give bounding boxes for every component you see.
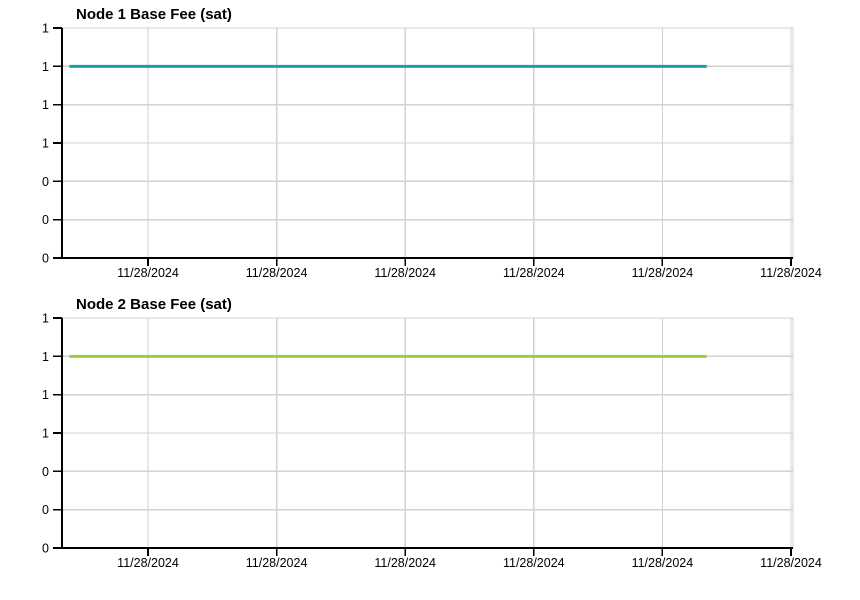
y-tick-label: 0 — [42, 503, 49, 517]
y-tick-label: 0 — [42, 465, 49, 479]
x-tick-label: 11/28/2024 — [503, 266, 565, 280]
x-tick-label: 11/28/2024 — [246, 556, 308, 570]
y-tick-label: 1 — [42, 350, 49, 364]
base-fee-chart-node-2: 1 1 1 1 0 0 0 11/28/2024 11/28/2024 11/28/2024 11/… — [0, 290, 860, 580]
base-fee-chart-node-1: 1 1 1 1 0 0 0 11/28/2024 11/28/2024 11/28/2024 11/… — [0, 0, 860, 290]
y-tick-label: 1 — [42, 60, 49, 74]
axes — [53, 317, 793, 556]
gridlines — [62, 317, 794, 548]
y-axis-tick-labels: 1 1 1 1 0 0 0 — [42, 22, 49, 266]
y-tick-label: 1 — [42, 137, 49, 151]
y-tick-label: 1 — [42, 388, 49, 402]
x-tick-label: 11/28/2024 — [117, 266, 179, 280]
y-tick-label: 1 — [42, 427, 49, 441]
x-tick-label: 11/28/2024 — [760, 556, 822, 570]
y-tick-label: 0 — [42, 542, 49, 556]
gridlines — [62, 27, 794, 258]
chart-title-node-2: Node 2 Base Fee (sat) — [76, 296, 232, 313]
x-tick-label: 11/28/2024 — [632, 556, 694, 570]
y-tick-label: 1 — [42, 312, 49, 326]
x-axis-tick-labels: 11/28/2024 11/28/2024 11/28/2024 11/28/2024… — [117, 266, 822, 280]
y-tick-label: 0 — [42, 252, 49, 266]
x-tick-label: 11/28/2024 — [503, 556, 565, 570]
x-axis-tick-labels: 11/28/2024 11/28/2024 11/28/2024 11/28/2024… — [117, 556, 822, 570]
x-tick-label: 11/28/2024 — [760, 266, 822, 280]
x-tick-label: 11/28/2024 — [374, 556, 436, 570]
y-axis-tick-labels: 1 1 1 1 0 0 0 — [42, 312, 49, 556]
axes — [53, 27, 793, 266]
x-tick-label: 11/28/2024 — [246, 266, 308, 280]
chart-title-node-1: Node 1 Base Fee (sat) — [76, 6, 232, 23]
y-tick-label: 1 — [42, 22, 49, 36]
y-tick-label: 0 — [42, 175, 49, 189]
x-tick-label: 11/28/2024 — [632, 266, 694, 280]
y-tick-label: 0 — [42, 213, 49, 227]
x-tick-label: 11/28/2024 — [374, 266, 436, 280]
x-tick-label: 11/28/2024 — [117, 556, 179, 570]
y-tick-label: 1 — [42, 98, 49, 112]
